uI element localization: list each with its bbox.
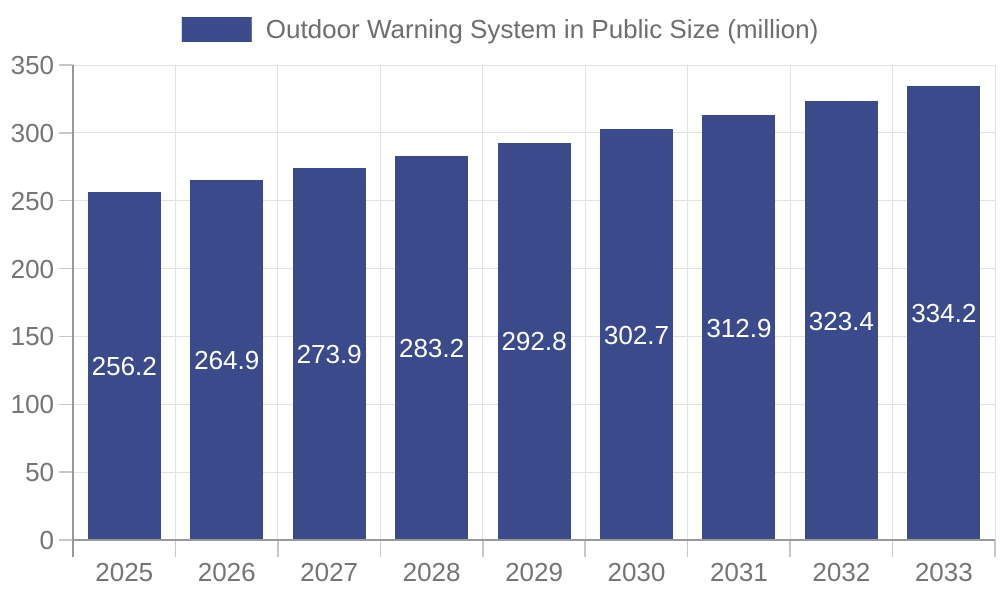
y-axis-label: 0 (39, 525, 54, 555)
bar-2025: 256.2 (87, 192, 161, 540)
x-axis-tick (277, 540, 279, 557)
y-axis-label: 50 (25, 457, 54, 488)
bar-2027: 273.9 (292, 168, 366, 540)
v-gridline (174, 65, 176, 540)
x-axis-label-2030: 2030 (607, 557, 666, 587)
x-axis-label-2025: 2025 (95, 557, 154, 587)
legend-swatch (181, 16, 252, 42)
x-axis-tick (584, 540, 586, 557)
x-axis-line (73, 539, 995, 541)
bar-value-label: 334.2 (911, 298, 977, 329)
h-gridline-300 (73, 132, 995, 134)
bar-value-label: 273.9 (296, 339, 362, 370)
x-axis-label-2026: 2026 (197, 557, 256, 587)
y-axis-label: 100 (10, 389, 54, 420)
v-gridline (379, 65, 381, 540)
y-axis-tick (59, 403, 73, 406)
y-axis-label: 300 (10, 117, 54, 148)
y-axis-tick (59, 335, 73, 338)
v-gridline (482, 65, 484, 540)
y-axis-tick (59, 199, 73, 202)
legend-item[interactable]: Outdoor Warning System in Public Size (m… (181, 14, 819, 44)
y-axis-label: 350 (10, 50, 54, 80)
x-axis-label-2029: 2029 (505, 557, 563, 587)
x-axis-label-2028: 2028 (402, 557, 461, 587)
y-axis-line (72, 65, 74, 557)
x-axis-tick (379, 540, 382, 557)
v-gridline (687, 65, 689, 540)
x-axis-label-2032: 2032 (812, 557, 871, 587)
bar-2033: 334.2 (907, 86, 981, 540)
y-axis-tick (59, 64, 73, 66)
v-gridline (994, 65, 996, 540)
bar-value-label: 264.9 (194, 345, 260, 376)
y-axis-label: 250 (10, 185, 54, 216)
bar-2028: 283.2 (395, 155, 469, 540)
y-axis-label: 150 (10, 321, 54, 352)
x-axis-label-2033: 2033 (914, 557, 973, 587)
bar-2031: 312.9 (702, 115, 776, 540)
x-axis-tick (482, 540, 484, 557)
bar-2030: 302.7 (599, 129, 673, 540)
x-axis-tick (891, 540, 894, 557)
v-gridline (584, 65, 586, 540)
legend-label: Outdoor Warning System in Public Size (m… (265, 14, 819, 44)
bar-2026: 264.9 (190, 180, 264, 540)
y-axis-tick (59, 539, 73, 541)
y-axis-tick (59, 471, 73, 473)
x-axis-label-2027: 2027 (300, 557, 359, 587)
v-gridline (277, 65, 279, 540)
y-axis-label: 200 (10, 253, 54, 284)
x-axis-label-2031: 2031 (709, 557, 768, 587)
y-axis-tick (59, 132, 73, 134)
bar-value-label: 256.2 (91, 351, 157, 382)
x-axis-tick (686, 540, 689, 557)
bar-2029: 292.8 (497, 142, 571, 540)
y-axis-tick (59, 267, 73, 270)
bar-value-label: 283.2 (399, 332, 465, 363)
v-gridline (892, 65, 894, 540)
v-gridline (789, 65, 791, 540)
h-gridline-350 (73, 64, 995, 66)
x-axis-tick (789, 540, 791, 557)
bar-value-label: 323.4 (808, 305, 874, 336)
x-axis-tick (994, 540, 996, 557)
plot-area: 0 50 100 150 200 250 300 350 256.2 2025 264.9 2026 2… (11, 50, 996, 587)
bar-value-label: 302.7 (603, 319, 669, 350)
bar-value-label: 312.9 (706, 312, 772, 343)
x-axis-tick (174, 540, 177, 557)
bar-2032: 323.4 (804, 101, 878, 540)
bar-value-label: 292.8 (501, 326, 567, 357)
